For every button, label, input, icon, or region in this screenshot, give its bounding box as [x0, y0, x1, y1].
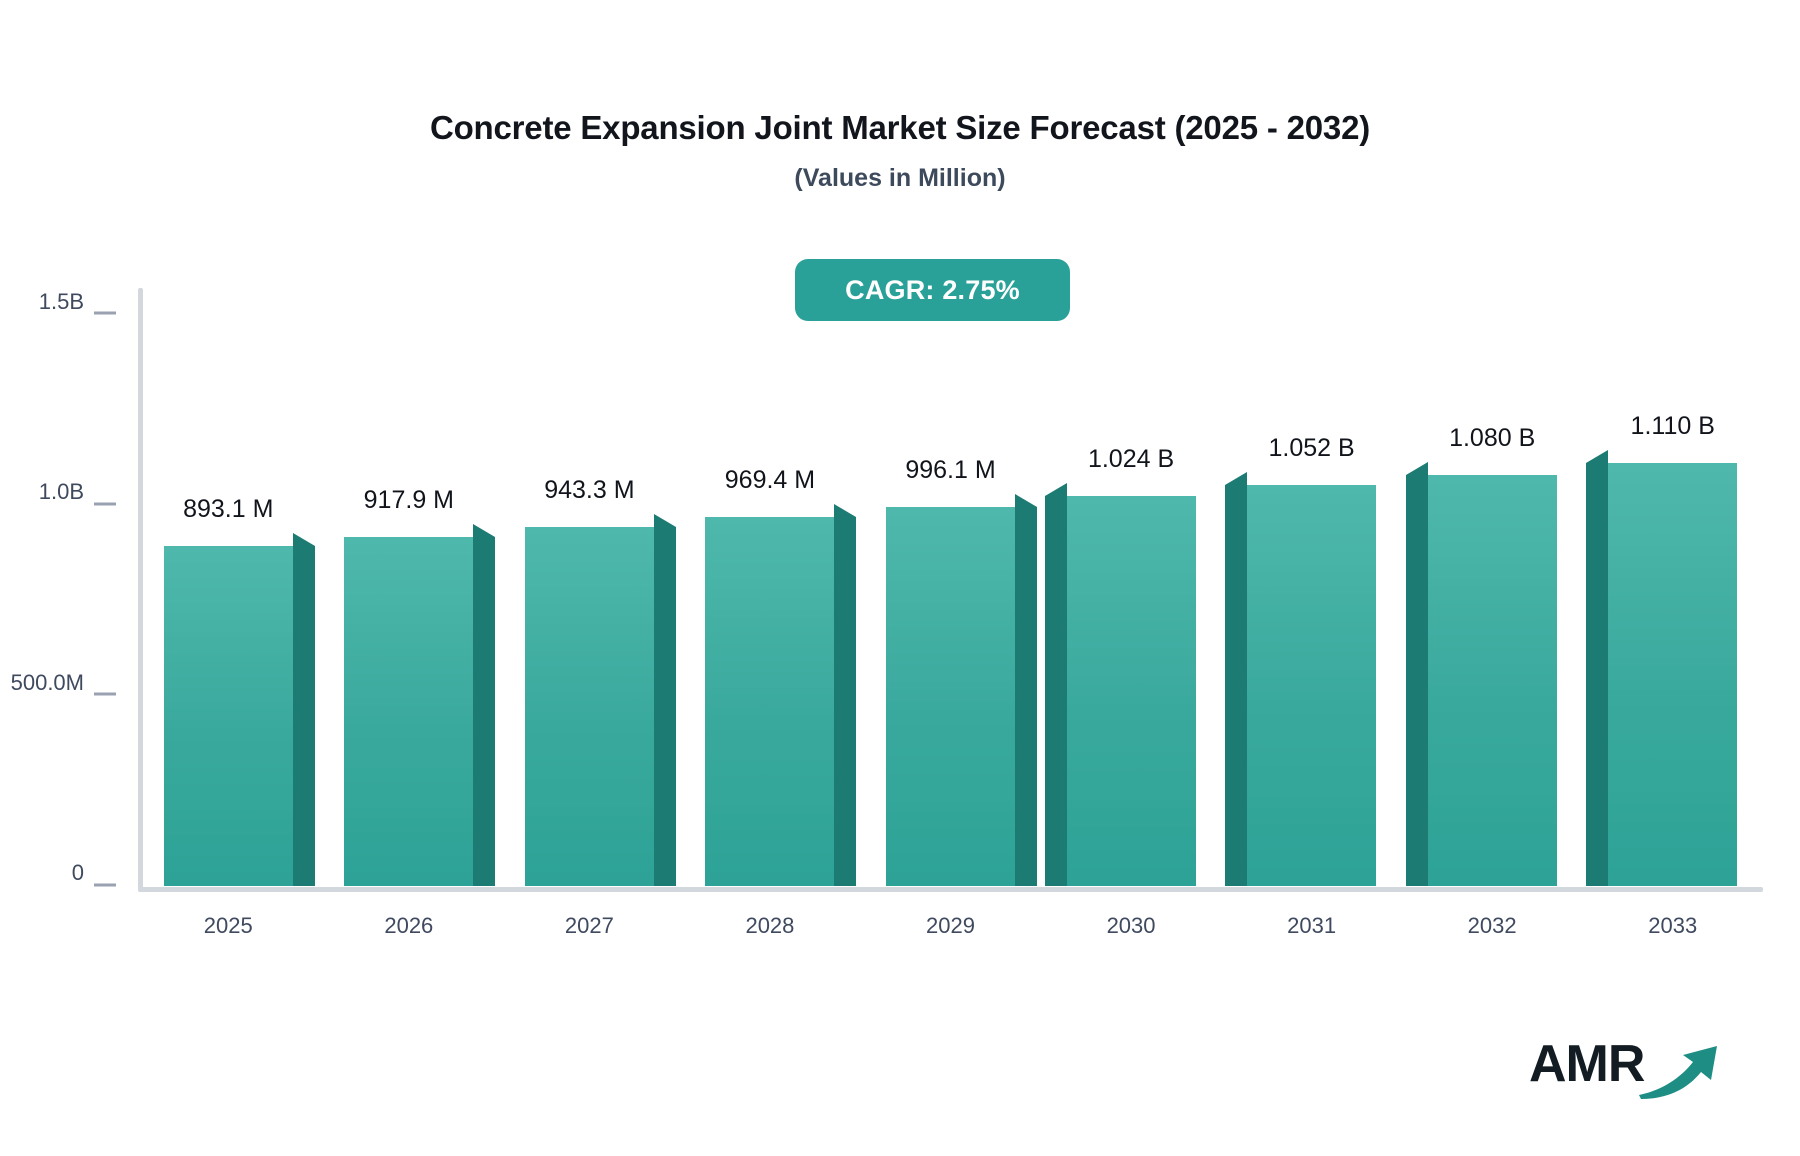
x-axis-label: 2027	[564, 913, 614, 938]
x-axis-label: 2033	[1648, 913, 1698, 938]
page-title: Concrete Expansion Joint Market Size For…	[429, 109, 1371, 146]
growth-arrow-icon	[1639, 1046, 1717, 1099]
bar-side-face	[1015, 506, 1037, 886]
bar-value-label: 1.024 B	[1087, 445, 1175, 474]
bar: 943.3 M	[524, 476, 676, 886]
amr-logo: AMR	[1529, 1038, 1719, 1110]
bar-value-label: 943.3 M	[544, 475, 635, 504]
bar-front-face	[163, 545, 293, 886]
y-axis-tick-mark	[94, 311, 116, 315]
bar-front-face	[886, 506, 1015, 886]
bar: 917.9 M	[344, 486, 496, 886]
bar-top-face	[1225, 472, 1248, 486]
bar: 1.080 B	[1405, 424, 1557, 886]
bar-side-face	[653, 526, 676, 886]
bar-top-face	[653, 513, 676, 527]
bar-value-label: 1.110 B	[1630, 412, 1715, 441]
y-axis-tick-label: 1.0B	[38, 479, 84, 505]
plot-area: 1.5B 1.0B 500.0M 0 893.1 M 917.9 M 943.3 M 969…	[11, 288, 1763, 938]
bar-top-face	[834, 503, 857, 517]
x-axis-label: 2032	[1467, 913, 1517, 938]
bar-front-face	[1608, 463, 1738, 886]
y-axis-tick-mark	[94, 692, 116, 696]
bar-front-face	[1427, 474, 1557, 886]
x-axis-label: 2030	[1106, 913, 1156, 938]
bar-top-face	[1044, 483, 1067, 497]
bar-side-face	[1586, 463, 1609, 886]
bar: 969.4 M	[705, 466, 857, 886]
bar-top-face	[292, 532, 315, 546]
x-axis-label: 2029	[926, 913, 975, 938]
bar: 893.1 M	[163, 495, 315, 886]
x-axis-line	[138, 887, 1763, 892]
y-axis-tick-label: 1.5B	[38, 288, 84, 314]
bar-front-face	[1066, 496, 1196, 886]
bar-top-face	[473, 523, 496, 537]
x-axis-label: 2028	[745, 913, 795, 938]
bar-top-face	[1586, 450, 1609, 464]
x-axis-label: 2031	[1287, 913, 1337, 938]
bar-front-face	[524, 526, 654, 886]
bar: 1.052 B	[1225, 434, 1377, 886]
bar-front-face	[344, 536, 474, 886]
bar-value-label: 969.4 M	[724, 465, 816, 494]
bar: 1.110 B	[1586, 412, 1738, 886]
bar-top-face	[1015, 493, 1037, 507]
bar-side-face	[1044, 496, 1067, 886]
bar-value-label: 917.9 M	[363, 485, 454, 514]
cagr-badge-label: CAGR: 2.75%	[845, 274, 1020, 305]
bar-side-face	[1405, 474, 1428, 886]
cagr-badge: CAGR: 2.75%	[795, 259, 1070, 321]
y-axis-tick-label: 0	[71, 860, 84, 885]
bar: 996.1 M	[886, 456, 1037, 886]
bar-front-face	[705, 516, 835, 886]
bar-side-face	[292, 545, 315, 886]
x-axis-label: 2025	[203, 913, 253, 938]
bar-value-label: 893.1 M	[183, 494, 274, 523]
y-axis-tick-mark	[94, 502, 116, 506]
y-axis-tick-mark	[94, 883, 116, 886]
bar-value-label: 1.080 B	[1449, 423, 1536, 452]
bar: 1.024 B	[1044, 445, 1196, 886]
bar-value-label: 996.1 M	[905, 455, 996, 484]
x-axis-label: 2026	[384, 913, 434, 938]
y-axis-line	[138, 288, 143, 891]
y-axis-tick-label: 500.0M	[10, 669, 84, 695]
logo-text: AMR	[1529, 1035, 1645, 1093]
bar-side-face	[473, 536, 496, 886]
bar-side-face	[834, 516, 857, 886]
chart-title-block: Concrete Expansion Joint Market Size For…	[0, 108, 1800, 193]
bar-front-face	[1247, 485, 1377, 886]
chart-subtitle: (Values in Million)	[794, 163, 1006, 192]
bar-top-face	[1405, 461, 1428, 475]
bar-side-face	[1225, 485, 1248, 886]
bar-value-label: 1.052 B	[1268, 434, 1355, 463]
